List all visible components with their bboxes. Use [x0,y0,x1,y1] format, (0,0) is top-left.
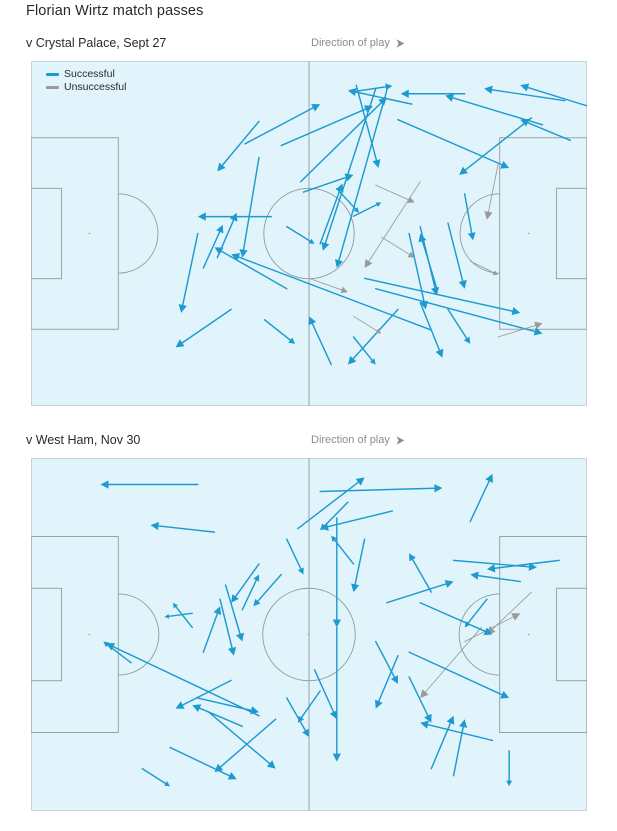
legend-swatch-unsuccessful [46,86,59,89]
panel-header-1: v Crystal Palace, Sept 27 Direction of p… [0,36,617,56]
pitch-crystal-palace [31,61,587,406]
legend-item-unsuccessful: Unsuccessful [46,81,126,94]
play-arrow-icon [395,435,406,446]
legend-item-successful: Successful [46,68,126,81]
pitch-svg-1 [31,61,587,406]
panel-subtitle-west-ham: v West Ham, Nov 30 [26,433,141,447]
pitch-svg-2 [31,458,587,811]
direction-of-play-text-1: Direction of play [311,37,390,49]
legend: Successful Unsuccessful [46,68,126,94]
play-arrow-icon [395,38,406,49]
panel-header-2: v West Ham, Nov 30 Direction of play [0,433,617,453]
legend-swatch-successful [46,73,59,76]
legend-label-successful: Successful [64,68,115,81]
page-title: Florian Wirtz match passes [26,3,204,19]
direction-of-play-text-2: Direction of play [311,434,390,446]
direction-of-play-label-2: Direction of play [311,434,406,446]
pitch-west-ham [31,458,587,811]
panel-subtitle-crystal-palace: v Crystal Palace, Sept 27 [26,36,167,50]
legend-label-unsuccessful: Unsuccessful [64,81,127,94]
direction-of-play-label-1: Direction of play [311,37,406,49]
